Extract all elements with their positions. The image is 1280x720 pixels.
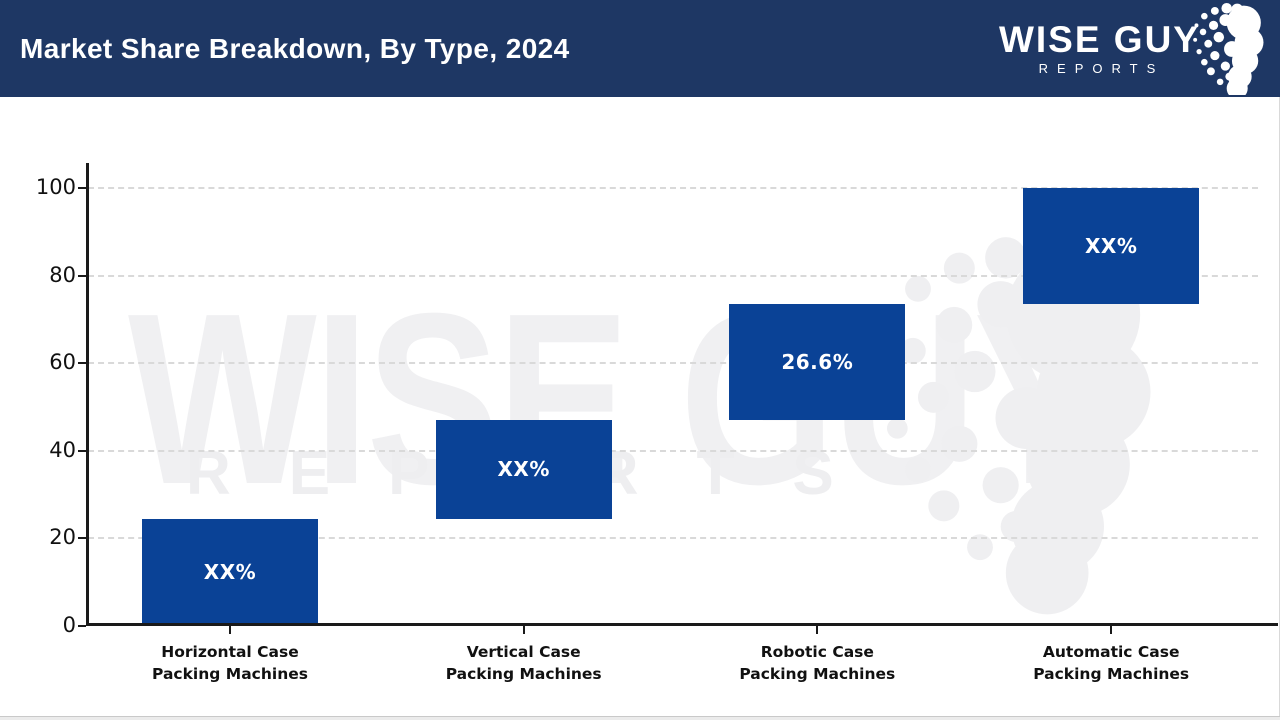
y-tick-mark-0 bbox=[78, 625, 86, 627]
gridline-100 bbox=[88, 187, 1258, 189]
y-tick-label-0: 0 bbox=[62, 613, 76, 637]
page-title: Market Share Breakdown, By Type, 2024 bbox=[20, 32, 570, 64]
brand-logo-text: WISE GUY REPORTS bbox=[999, 21, 1200, 76]
x-category-label-2: Vertical Case Packing Machines bbox=[445, 643, 602, 683]
y-tick-label-80: 80 bbox=[49, 262, 76, 287]
x-tick-mark-2 bbox=[522, 626, 525, 634]
bar-value-label: XX% bbox=[497, 457, 550, 482]
gridline-80 bbox=[88, 274, 1258, 277]
y-tick-mark-100 bbox=[78, 187, 86, 189]
gridline-60 bbox=[88, 362, 1258, 365]
x-category-label-4: Automatic Case Packing Machines bbox=[1033, 643, 1190, 683]
x-category-label-1: Horizontal Case Packing Machines bbox=[152, 643, 308, 683]
x-tick-mark-3 bbox=[816, 626, 819, 634]
x-tick-mark-1 bbox=[229, 626, 231, 634]
y-tick-label-40: 40 bbox=[49, 437, 76, 462]
footer-band bbox=[0, 717, 1280, 720]
footer-hairline bbox=[0, 716, 1280, 717]
x-category-label-3: Robotic Case Packing Machines bbox=[739, 643, 896, 683]
bar-segment-4: XX% bbox=[1023, 188, 1200, 304]
bar-segment-1: XX% bbox=[142, 518, 318, 626]
bar-value-label: XX% bbox=[1084, 233, 1138, 258]
bar-value-label: XX% bbox=[203, 560, 257, 585]
x-tick-mark-4 bbox=[1110, 626, 1113, 634]
x-axis-line bbox=[86, 623, 1278, 626]
bar-segment-3: 26.6% bbox=[729, 303, 906, 421]
y-tick-label-100: 100 bbox=[35, 175, 76, 199]
y-tick-mark-80 bbox=[78, 274, 86, 277]
dotted-head-logo-icon bbox=[1186, 3, 1270, 95]
brand-name: WISE GUY bbox=[998, 19, 1200, 60]
gridline-40 bbox=[88, 449, 1258, 452]
chart-plot-area: 0 20 40 60 80 100 XX% XX% 26.6% XX% Horizontal Cas… bbox=[0, 97, 1280, 717]
y-axis-line bbox=[86, 163, 89, 626]
header-bar: Market Share Breakdown, By Type, 2024 WI… bbox=[0, 0, 1280, 97]
y-tick-mark-40 bbox=[78, 449, 86, 452]
bar-segment-2: XX% bbox=[435, 420, 612, 519]
y-tick-label-60: 60 bbox=[49, 350, 76, 375]
y-tick-label-20: 20 bbox=[49, 525, 76, 550]
brand-subtitle: REPORTS bbox=[1038, 61, 1165, 76]
y-tick-mark-60 bbox=[78, 362, 86, 365]
bar-value-label: 26.6% bbox=[781, 349, 854, 374]
y-tick-mark-20 bbox=[78, 537, 86, 540]
brand-logo: WISE GUY REPORTS bbox=[999, 3, 1280, 95]
gridline-20 bbox=[88, 537, 1258, 540]
